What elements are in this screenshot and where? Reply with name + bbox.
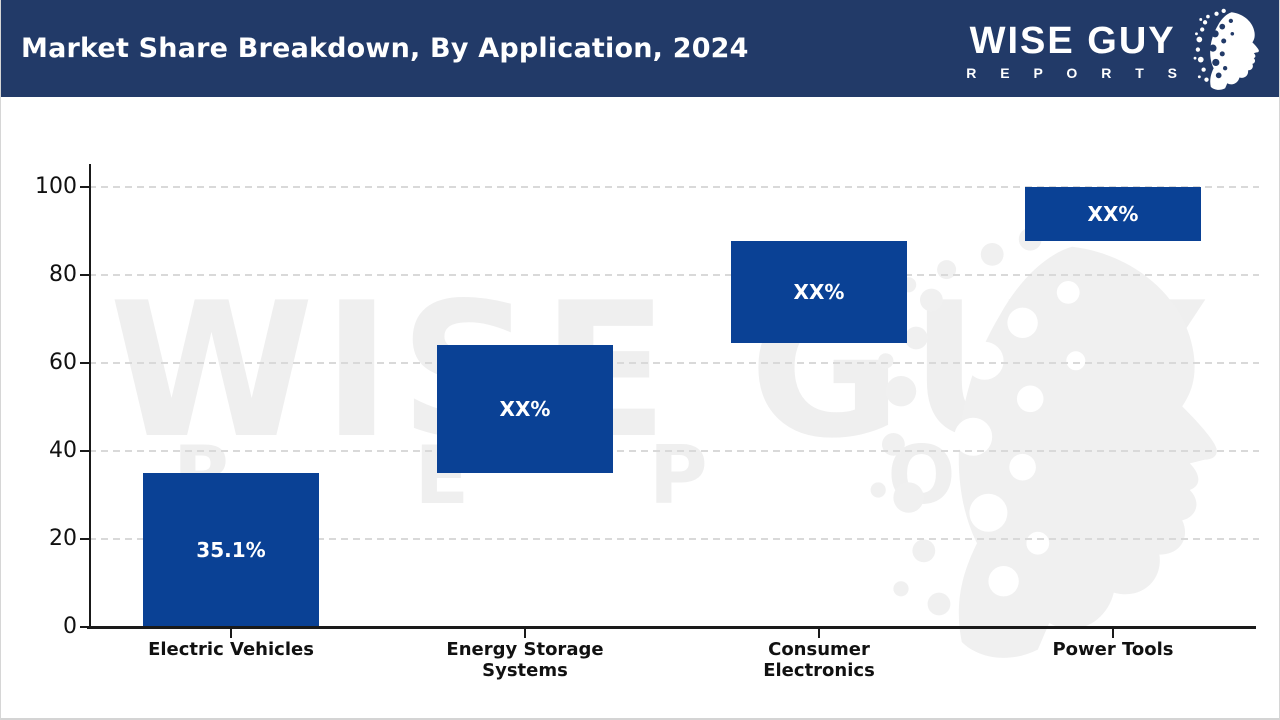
y-tick-mark-100 [80,186,89,188]
chart-title: Market Share Breakdown, By Application, … [21,33,749,64]
gridline-20 [89,538,1259,540]
x-tick-mark-consumer-electronics [818,629,820,638]
y-tick-label-60: 60 [49,350,77,375]
bar-value-label-power-tools: XX% [1087,201,1139,226]
x-tick-mark-energy-storage-systems [524,629,526,638]
bar-consumer-electronics: XX% [731,240,907,344]
bar-value-label-energy-storage-systems: XX% [499,396,551,421]
y-tick-mark-40 [80,450,89,452]
bar-energy-storage-systems: XX% [437,345,613,473]
x-category-label-power-tools: Power Tools [963,639,1263,660]
x-tick-mark-power-tools [1112,629,1114,638]
wiseguy-head-logo-icon [1193,8,1259,90]
x-category-label-energy-storage-systems: Energy Storage Systems [375,639,675,681]
wiseguy-logo: WISE GUY R E P O R T S [958,8,1265,94]
x-axis [87,626,1256,629]
x-category-label-line: Consumer [768,639,870,660]
wiseguy-logo-text: WISE GUY R E P O R T S [958,20,1187,81]
wiseguy-logo-sub: R E P O R T S [966,64,1187,81]
gridline-60 [89,362,1259,364]
y-tick-label-20: 20 [49,526,77,551]
bar-value-label-consumer-electronics: XX% [793,279,845,304]
wiseguy-logo-name: WISE GUY [969,20,1176,63]
y-tick-mark-60 [80,362,89,364]
watermark-head-icon [870,227,1217,658]
gridline-40 [89,450,1259,452]
y-tick-mark-80 [80,274,89,276]
y-tick-label-0: 0 [63,614,77,639]
x-category-label-line: Electric Vehicles [148,639,314,660]
gridline-100 [89,186,1259,188]
x-category-label-line: Electronics [763,660,875,681]
y-tick-mark-0 [80,626,89,628]
y-tick-mark-20 [80,538,89,540]
bar-electric-vehicles: 35.1% [143,472,319,627]
x-category-label-line: Systems [482,660,568,681]
bar-power-tools: XX% [1025,187,1201,241]
y-tick-label-40: 40 [49,438,77,463]
y-axis [89,164,91,629]
x-category-label-line: Power Tools [1052,639,1174,660]
y-tick-label-100: 100 [35,174,77,199]
header-bar: Market Share Breakdown, By Application, … [1,0,1279,97]
x-category-label-electric-vehicles: Electric Vehicles [81,639,381,660]
gridline-80 [89,274,1259,276]
y-tick-label-80: 80 [49,262,77,287]
bar-value-label-electric-vehicles: 35.1% [196,537,266,562]
x-category-label-line: Energy Storage [446,639,604,660]
x-category-label-consumer-electronics: Consumer Electronics [669,639,969,681]
x-tick-mark-electric-vehicles [230,629,232,638]
